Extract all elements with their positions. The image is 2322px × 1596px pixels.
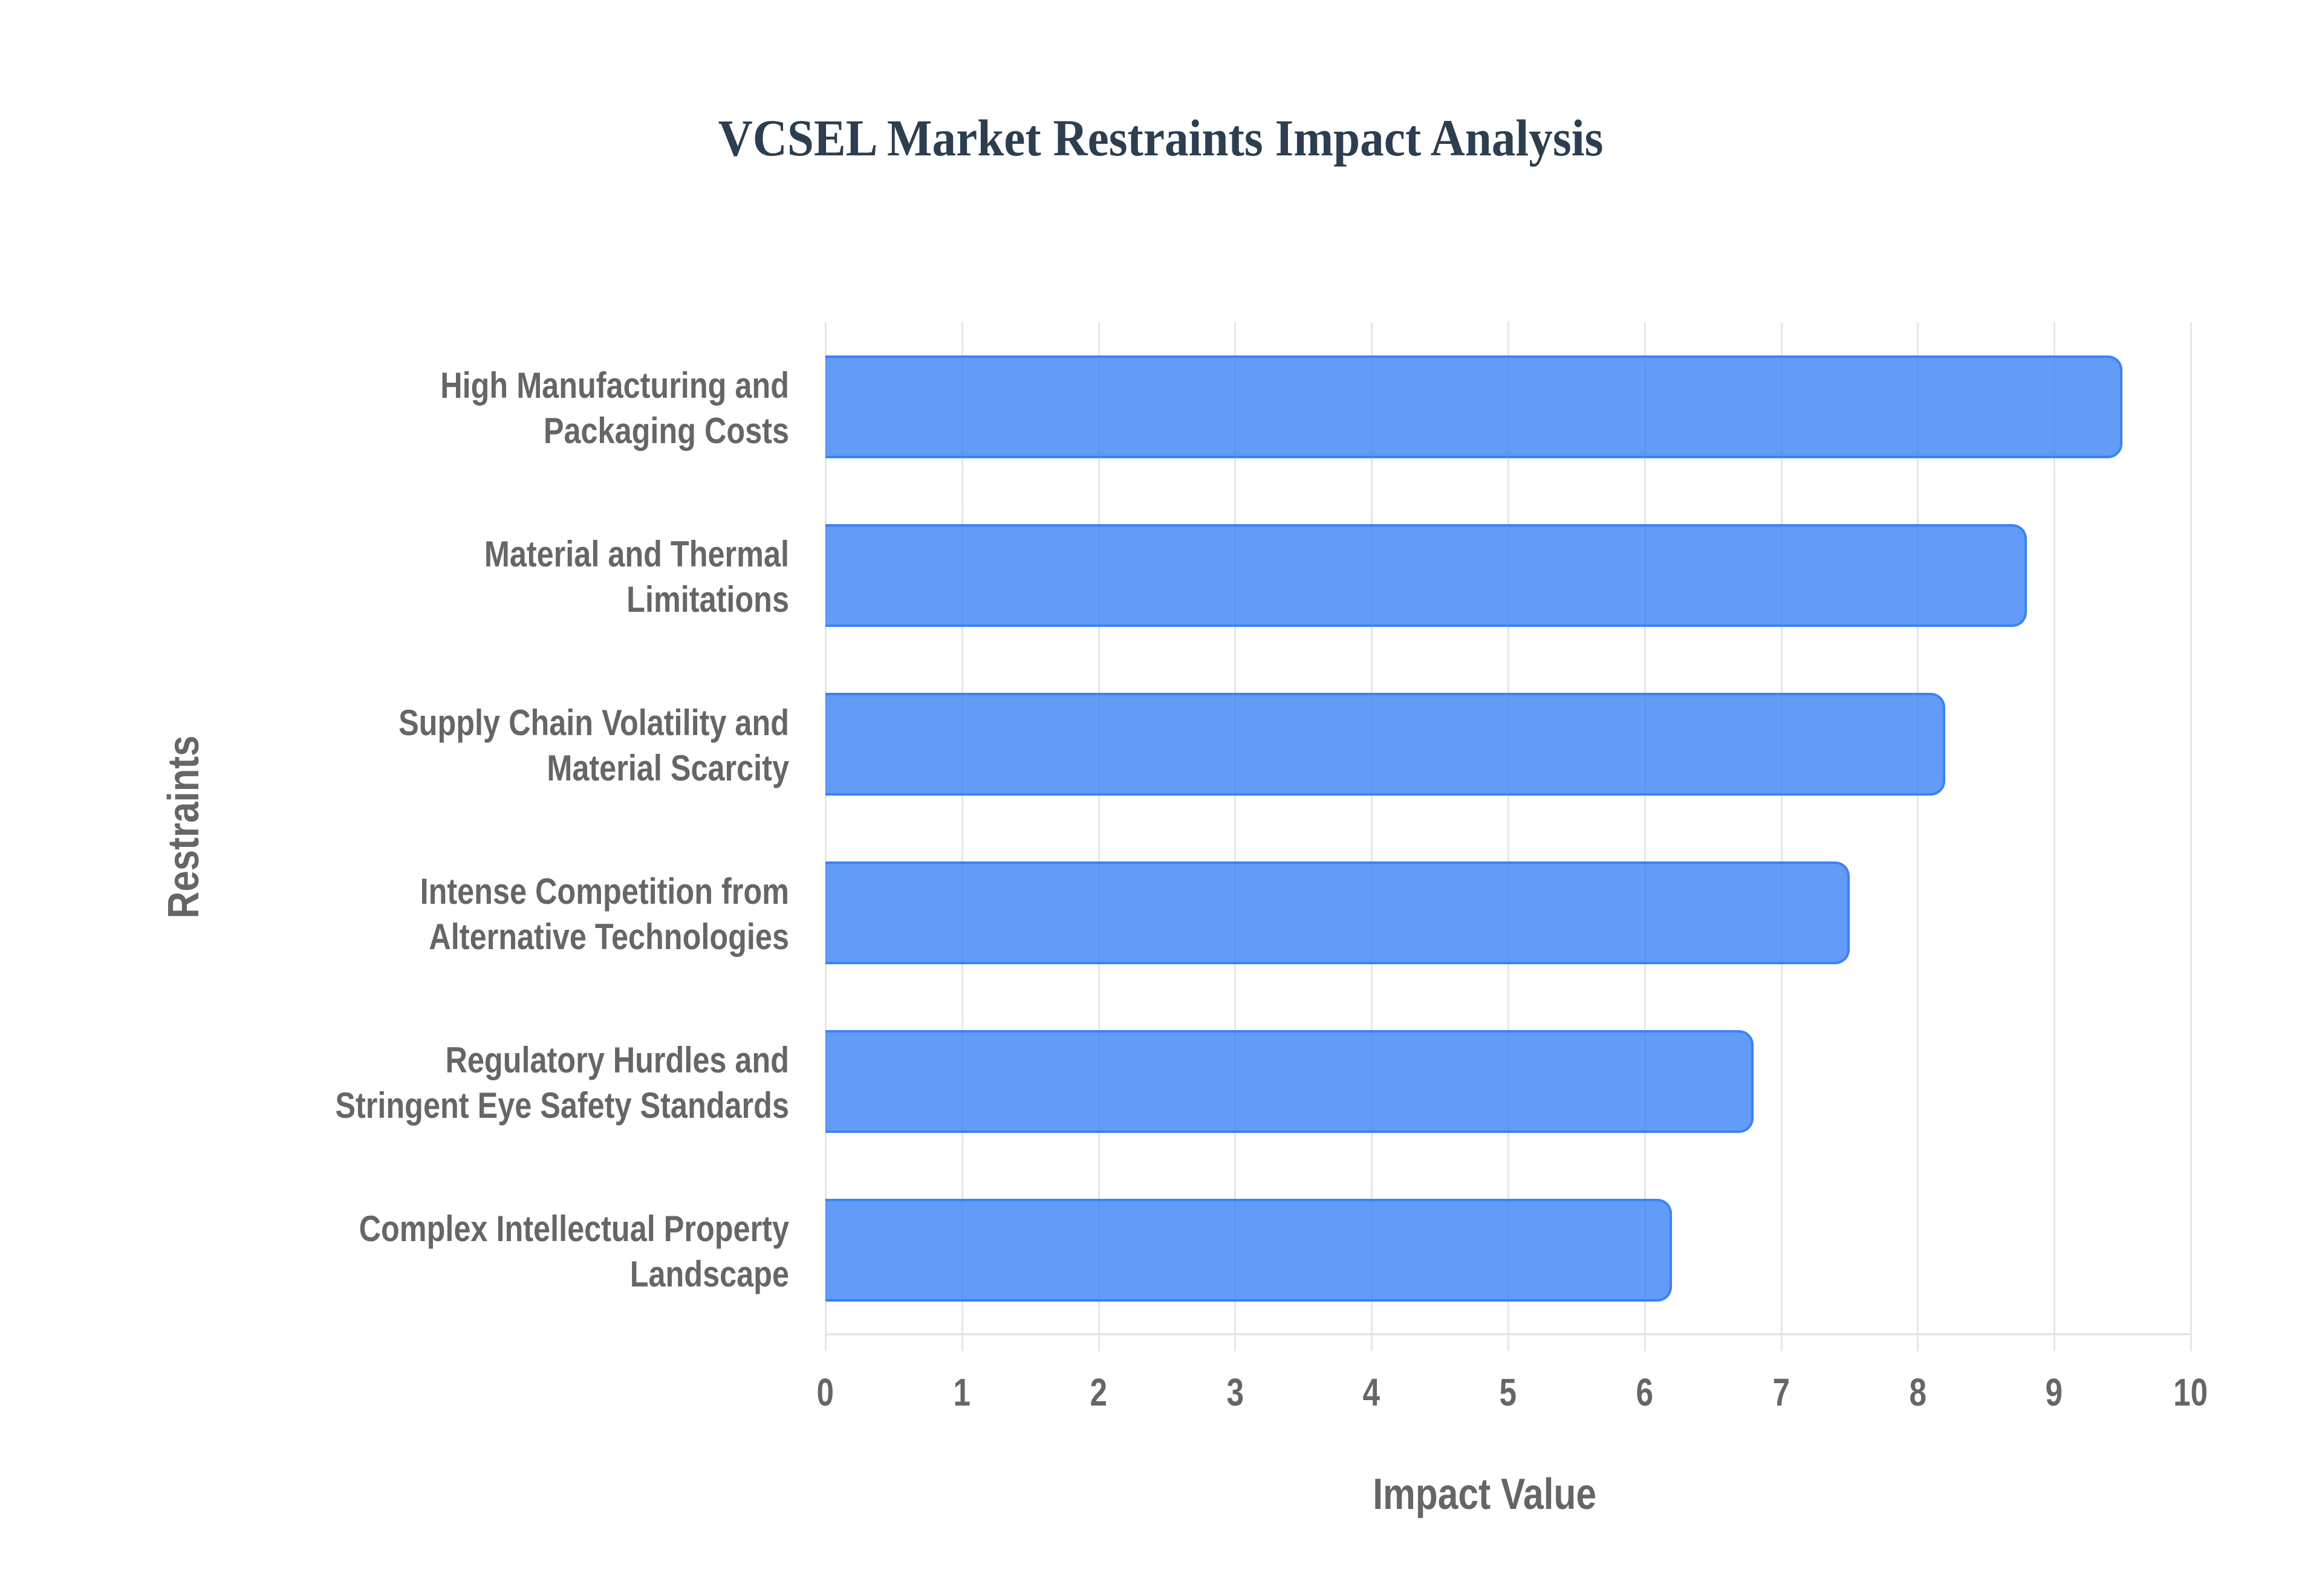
x-tick-label: 8 bbox=[1909, 1371, 1927, 1414]
plot-area bbox=[825, 322, 2192, 1351]
gridline bbox=[1098, 322, 1100, 1351]
bar[interactable] bbox=[825, 524, 2028, 627]
gridline bbox=[961, 322, 963, 1351]
category-label: Intense Competition from Alternative Tech… bbox=[420, 871, 789, 957]
category-label: Material and Thermal Limitations bbox=[484, 533, 789, 620]
bar[interactable] bbox=[825, 861, 1850, 964]
x-tick-label: 9 bbox=[2045, 1371, 2063, 1414]
category-label: High Manufacturing and Packaging Costs bbox=[440, 365, 789, 451]
x-tick-label: 10 bbox=[2173, 1371, 2208, 1414]
x-axis-title: Impact Value bbox=[1373, 1470, 1596, 1519]
category-label: Complex Intellectual Property Landscape bbox=[359, 1208, 789, 1294]
gridline bbox=[1234, 322, 1237, 1351]
x-tick-label: 5 bbox=[1499, 1371, 1517, 1414]
x-tick-label: 7 bbox=[1772, 1371, 1790, 1414]
x-tick-label: 3 bbox=[1226, 1371, 1244, 1414]
gridline bbox=[1780, 322, 1783, 1351]
bar[interactable] bbox=[825, 1198, 1672, 1302]
chart-title: VCSEL Market Restraints Impact Analysis bbox=[718, 109, 1604, 167]
gridline bbox=[2054, 322, 2056, 1351]
gridline bbox=[1507, 322, 1509, 1351]
x-tick-label: 0 bbox=[816, 1371, 834, 1414]
gridline bbox=[825, 322, 827, 1351]
bar[interactable] bbox=[825, 355, 2123, 458]
gridline bbox=[2190, 322, 2192, 1351]
bar[interactable] bbox=[825, 692, 1945, 796]
gridline bbox=[1917, 322, 1919, 1351]
gridline bbox=[1644, 322, 1646, 1351]
category-label: Regulatory Hurdles and Stringent Eye Safe… bbox=[335, 1039, 789, 1126]
x-tick-label: 6 bbox=[1636, 1371, 1654, 1414]
x-tick-label: 1 bbox=[953, 1371, 971, 1414]
x-tick-label: 4 bbox=[1362, 1371, 1381, 1414]
gridline bbox=[1371, 322, 1373, 1351]
category-label: Supply Chain Volatility and Material Scar… bbox=[398, 702, 789, 788]
x-axis-line bbox=[825, 1333, 2192, 1335]
x-tick-label: 2 bbox=[1090, 1371, 1107, 1414]
bar[interactable] bbox=[825, 1030, 1754, 1133]
